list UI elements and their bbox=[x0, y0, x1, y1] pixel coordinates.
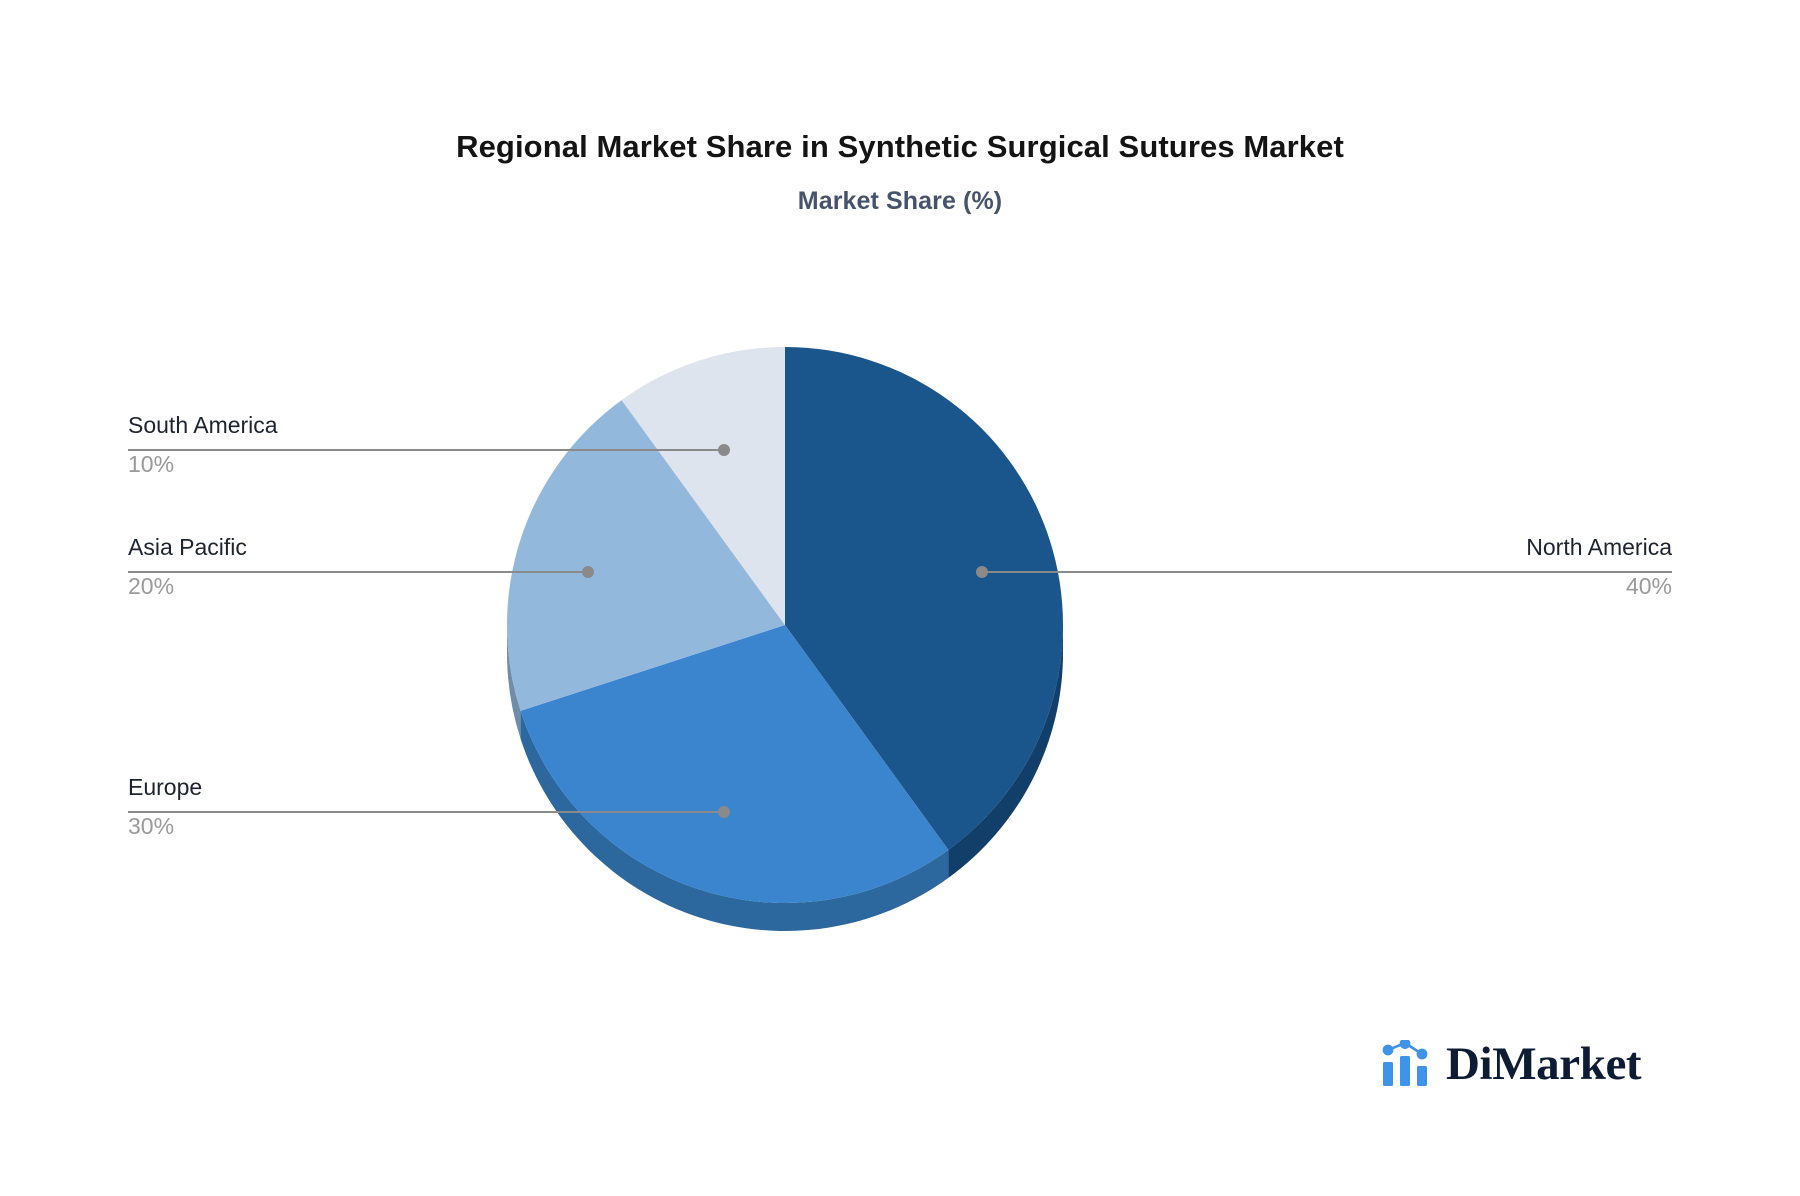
pie-3d-base bbox=[507, 625, 1063, 931]
pie-slice-asia-pacific[interactable] bbox=[507, 400, 785, 711]
dimarket-logo: DiMarket bbox=[1381, 1037, 1642, 1090]
leader-dot-north-america bbox=[976, 566, 988, 578]
callout-value-asia-pacific: 20% bbox=[128, 573, 175, 600]
leader-lines bbox=[128, 449, 1672, 813]
callout-label-asia-pacific: Asia Pacific bbox=[128, 534, 247, 560]
callout-value-europe: 30% bbox=[128, 813, 175, 840]
pie-slice-north-america[interactable] bbox=[785, 347, 1064, 850]
callout-south-america[interactable]: South America 10% bbox=[128, 412, 278, 478]
callout-label-europe: Europe bbox=[128, 774, 203, 800]
callout-label-north-america: North America bbox=[1526, 534, 1672, 560]
pie-slice-europe[interactable] bbox=[520, 625, 949, 903]
chart-subtitle: Market Share (%) bbox=[797, 187, 1003, 216]
pie-slices bbox=[507, 347, 1064, 903]
callout-europe[interactable]: Europe 30% bbox=[128, 774, 202, 840]
slice-side-north-america bbox=[948, 625, 1063, 878]
leader-dot-south-america bbox=[718, 444, 730, 456]
slice-side-asia-pacific bbox=[507, 625, 521, 739]
bar-chart-icon bbox=[1382, 1040, 1428, 1086]
chart-title: Regional Market Share in Synthetic Surgi… bbox=[456, 129, 1344, 164]
leader-dots bbox=[582, 444, 988, 818]
callout-asia-pacific[interactable]: Asia Pacific 20% bbox=[128, 534, 247, 600]
callout-north-america[interactable]: North America 40% bbox=[1526, 534, 1672, 600]
chart-header: Regional Market Share in Synthetic Surgi… bbox=[0, 128, 1800, 216]
callout-value-south-america: 10% bbox=[128, 451, 175, 478]
slice-side-europe bbox=[520, 710, 949, 931]
pie-slice-south-america[interactable] bbox=[621, 347, 785, 625]
leader-dot-asia-pacific bbox=[582, 566, 594, 578]
logo-wordmark: DiMarket bbox=[1446, 1037, 1642, 1090]
callout-label-south-america: South America bbox=[128, 412, 278, 438]
callout-value-north-america: 40% bbox=[1625, 573, 1672, 600]
leader-dot-europe bbox=[718, 806, 730, 818]
